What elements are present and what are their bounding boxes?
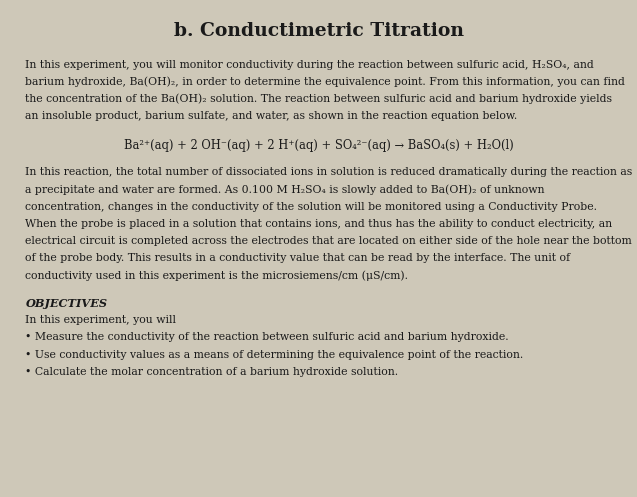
Text: the concentration of the Ba(OH)₂ solution. The reaction between sulfuric acid an: the concentration of the Ba(OH)₂ solutio…: [25, 94, 613, 104]
Text: • Calculate the molar concentration of a barium hydroxide solution.: • Calculate the molar concentration of a…: [25, 367, 399, 377]
Text: • Use conductivity values as a means of determining the equivalence point of the: • Use conductivity values as a means of …: [25, 349, 524, 360]
Text: OBJECTIVES: OBJECTIVES: [25, 298, 108, 309]
Text: barium hydroxide, Ba(OH)₂, in order to determine the equivalence point. From thi: barium hydroxide, Ba(OH)₂, in order to d…: [25, 77, 626, 87]
Text: of the probe body. This results in a conductivity value that can be read by the : of the probe body. This results in a con…: [25, 253, 571, 263]
Text: In this reaction, the total number of dissociated ions in solution is reduced dr: In this reaction, the total number of di…: [25, 167, 633, 177]
Text: conductivity used in this experiment is the microsiemens/cm (μS/cm).: conductivity used in this experiment is …: [25, 270, 408, 281]
Text: Ba²⁺(aq) + 2 OH⁻(aq) + 2 H⁺(aq) + SO₄²⁻(aq) → BaSO₄(s) + H₂O(l): Ba²⁺(aq) + 2 OH⁻(aq) + 2 H⁺(aq) + SO₄²⁻(…: [124, 139, 513, 152]
Text: b. Conductimetric Titration: b. Conductimetric Titration: [173, 22, 464, 40]
Text: • Measure the conductivity of the reaction between sulfuric acid and barium hydr: • Measure the conductivity of the reacti…: [25, 332, 509, 342]
Text: electrical circuit is completed across the electrodes that are located on either: electrical circuit is completed across t…: [25, 236, 633, 246]
Text: When the probe is placed in a solution that contains ions, and thus has the abil: When the probe is placed in a solution t…: [25, 219, 613, 229]
Text: an insoluble product, barium sulfate, and water, as shown in the reaction equati: an insoluble product, barium sulfate, an…: [25, 111, 518, 121]
Text: a precipitate and water are formed. As 0.100 M H₂SO₄ is slowly added to Ba(OH)₂ : a precipitate and water are formed. As 0…: [25, 184, 545, 195]
Text: In this experiment, you will: In this experiment, you will: [25, 315, 176, 326]
Text: concentration, changes in the conductivity of the solution will be monitored usi: concentration, changes in the conductivi…: [25, 201, 598, 212]
Text: In this experiment, you will monitor conductivity during the reaction between su: In this experiment, you will monitor con…: [25, 60, 594, 70]
